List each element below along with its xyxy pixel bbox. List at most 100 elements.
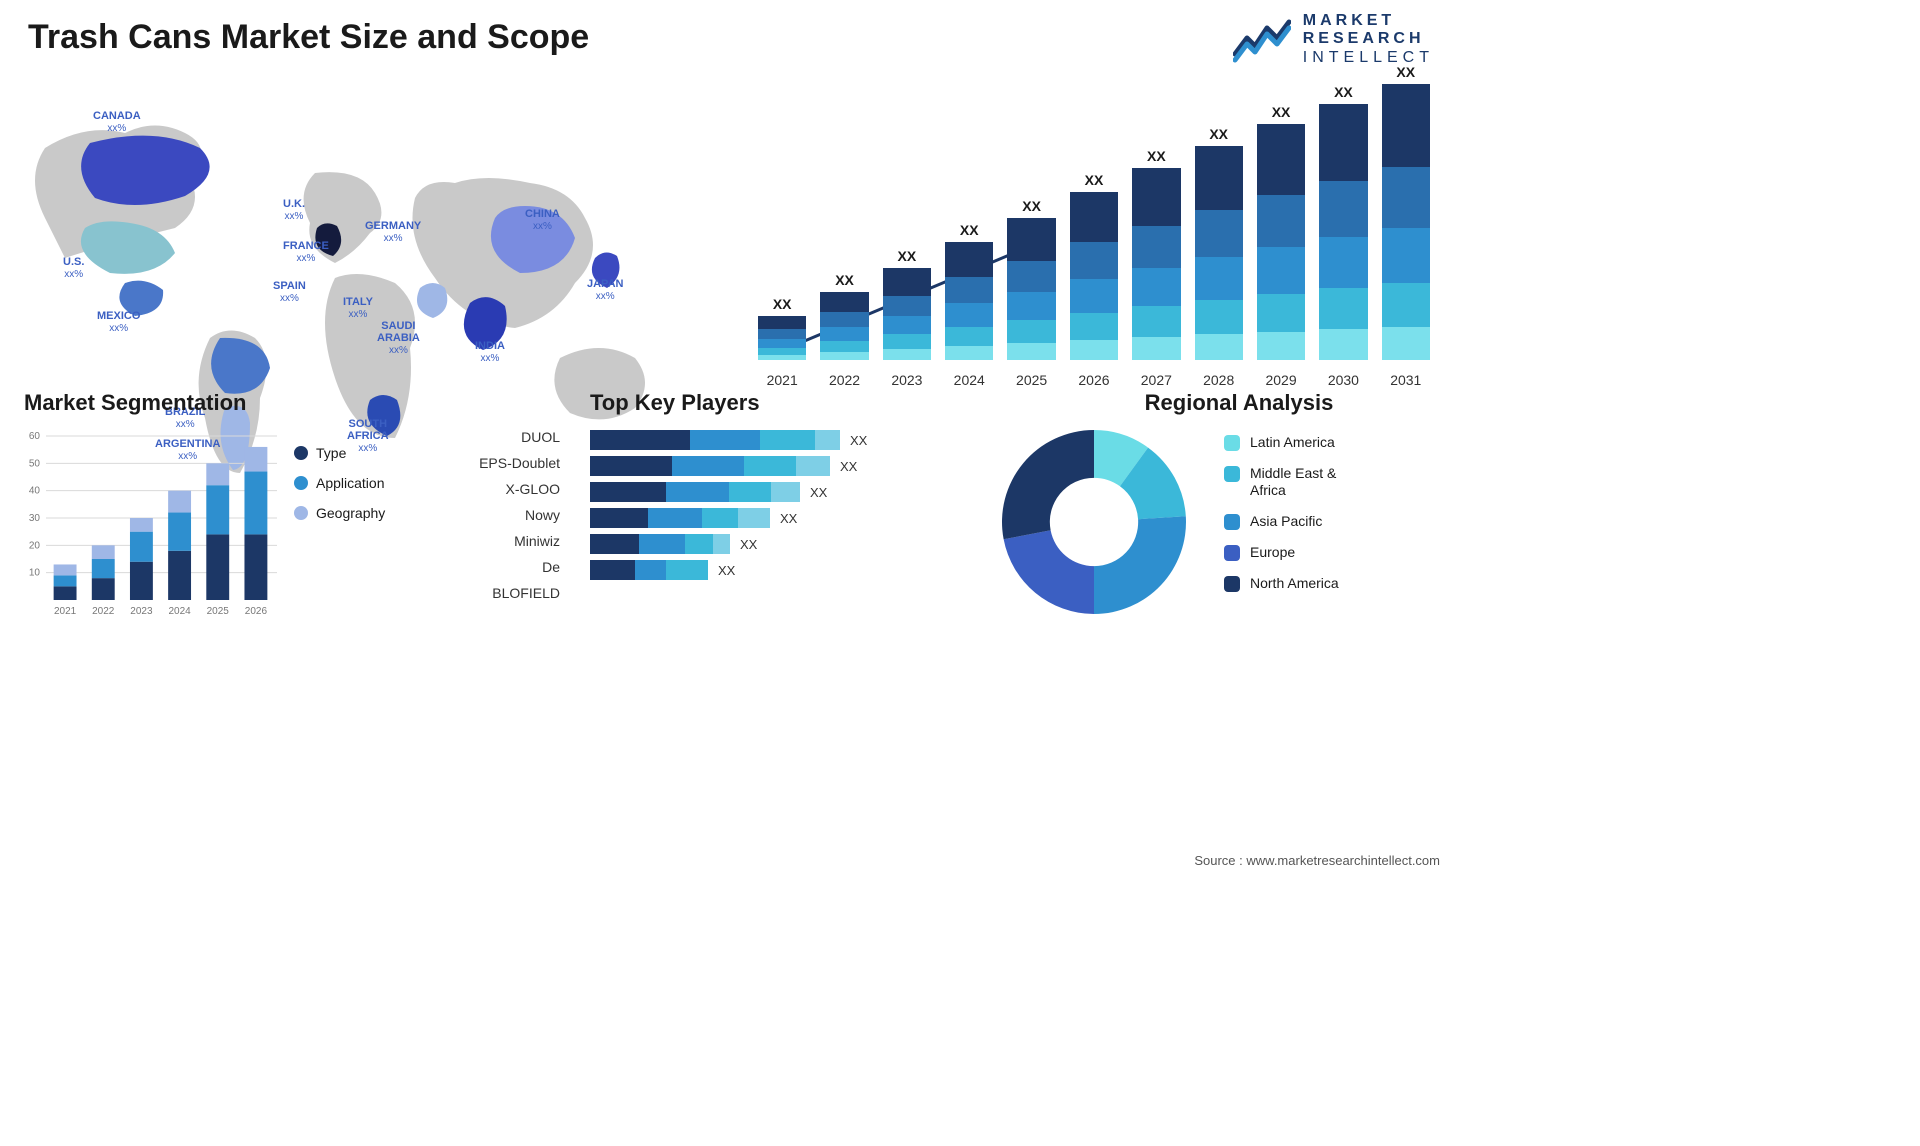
player-name: DUOL [450,424,560,450]
forecast-bar-value: XX [1147,148,1166,164]
player-bar-value: XX [740,537,757,552]
player-name: De [450,554,560,580]
legend-dot-icon [294,506,308,520]
forecast-year-label: 2025 [1007,372,1055,388]
logo-mark-icon [1233,16,1291,64]
forecast-bar: XX [883,248,931,360]
forecast-chart: XXXXXXXXXXXXXXXXXXXXXX 20212022202320242… [754,88,1434,388]
forecast-bar-value: XX [898,248,917,264]
svg-text:2025: 2025 [207,606,230,617]
player-bar: XX [590,456,870,476]
legend-swatch-icon [1224,514,1240,530]
forecast-bar-value: XX [1209,126,1228,142]
map-label: U.K.xx% [283,198,305,222]
player-name: EPS-Doublet [450,450,560,476]
svg-text:2026: 2026 [245,606,268,617]
player-bar: XX [590,430,870,450]
map-label: SAUDIARABIAxx% [377,320,420,356]
legend-label: Geography [316,505,385,521]
legend-label: North America [1250,575,1339,592]
forecast-bar: XX [820,272,868,360]
world-map-panel: CANADAxx%U.S.xx%MEXICOxx%BRAZILxx%ARGENT… [15,78,715,378]
player-bar-value: XX [810,485,827,500]
brand-text: MARKET RESEARCH INTELLECT [1303,12,1434,67]
players-title: Top Key Players [590,390,760,416]
player-bar: XX [590,534,870,554]
player-bar-value: XX [850,433,867,448]
forecast-year-label: 2029 [1257,372,1305,388]
forecast-bar: XX [1382,64,1430,360]
map-label: JAPANxx% [587,278,623,302]
legend-label: Type [316,445,346,461]
player-name: X-GLOO [450,476,560,502]
brand-logo: MARKET RESEARCH INTELLECT [1233,12,1434,67]
forecast-bar-value: XX [1334,84,1353,100]
svg-text:2021: 2021 [54,606,77,617]
page-title: Trash Cans Market Size and Scope [28,18,589,57]
player-name: Miniwiz [450,528,560,554]
forecast-year-label: 2028 [1195,372,1243,388]
map-label: GERMANYxx% [365,220,421,244]
regional-title: Regional Analysis [1044,390,1434,416]
regional-legend-item: North America [1224,575,1339,592]
map-label: SPAINxx% [273,280,306,304]
svg-text:20: 20 [29,540,41,551]
player-bar: XX [590,508,870,528]
forecast-bar: XX [1195,126,1243,360]
player-bar: XX [590,560,870,580]
forecast-bar: XX [1132,148,1180,360]
segmentation-legend-item: Application [294,475,385,491]
svg-text:2022: 2022 [92,606,115,617]
legend-label: Latin America [1250,434,1335,451]
segmentation-legend-item: Geography [294,505,385,521]
forecast-bar: XX [1007,198,1055,360]
map-label: ITALYxx% [343,296,373,320]
segmentation-legend: Type Application Geography [294,445,385,535]
forecast-bar-value: XX [773,296,792,312]
forecast-bar-value: XX [1085,172,1104,188]
segmentation-panel: Market Segmentation 10203040506020212022… [24,390,434,620]
legend-dot-icon [294,476,308,490]
forecast-year-label: 2021 [758,372,806,388]
forecast-year-label: 2024 [945,372,993,388]
legend-label: Asia Pacific [1250,513,1322,530]
forecast-year-label: 2030 [1319,372,1367,388]
player-bar-value: XX [718,563,735,578]
forecast-bar-value: XX [1396,64,1415,80]
legend-label: Middle East &Africa [1250,465,1336,499]
svg-text:50: 50 [29,458,41,469]
regional-legend-item: Europe [1224,544,1339,561]
regional-legend-item: Asia Pacific [1224,513,1339,530]
forecast-bar: XX [1070,172,1118,360]
regional-legend-item: Middle East &Africa [1224,465,1339,499]
map-label: FRANCExx% [283,240,329,264]
brand-line-2: RESEARCH [1303,30,1434,48]
forecast-year-label: 2022 [820,372,868,388]
players-bars: XX XX XX XX XX XX [590,430,870,586]
brand-line-1: MARKET [1303,12,1434,30]
map-label: CANADAxx% [93,110,141,134]
svg-text:2024: 2024 [168,606,191,617]
forecast-year-label: 2026 [1070,372,1118,388]
svg-text:30: 30 [29,513,41,524]
map-label: INDIAxx% [475,340,505,364]
legend-swatch-icon [1224,435,1240,451]
legend-swatch-icon [1224,545,1240,561]
player-name: BLOFIELD [450,580,560,606]
player-bar-value: XX [840,459,857,474]
legend-dot-icon [294,446,308,460]
player-bar: XX [590,482,870,502]
legend-swatch-icon [1224,466,1240,482]
forecast-bar: XX [1319,84,1367,360]
forecast-bar-value: XX [835,272,854,288]
svg-text:10: 10 [29,568,41,579]
legend-label: Application [316,475,385,491]
segmentation-title: Market Segmentation [24,390,434,416]
regional-legend: Latin America Middle East &Africa Asia Pac… [1224,434,1339,606]
segmentation-chart: 102030405060202120222023202420252026 [24,430,279,620]
forecast-year-label: 2027 [1132,372,1180,388]
segmentation-legend-item: Type [294,445,385,461]
regional-donut-chart [994,422,1194,622]
legend-swatch-icon [1224,576,1240,592]
player-name: Nowy [450,502,560,528]
